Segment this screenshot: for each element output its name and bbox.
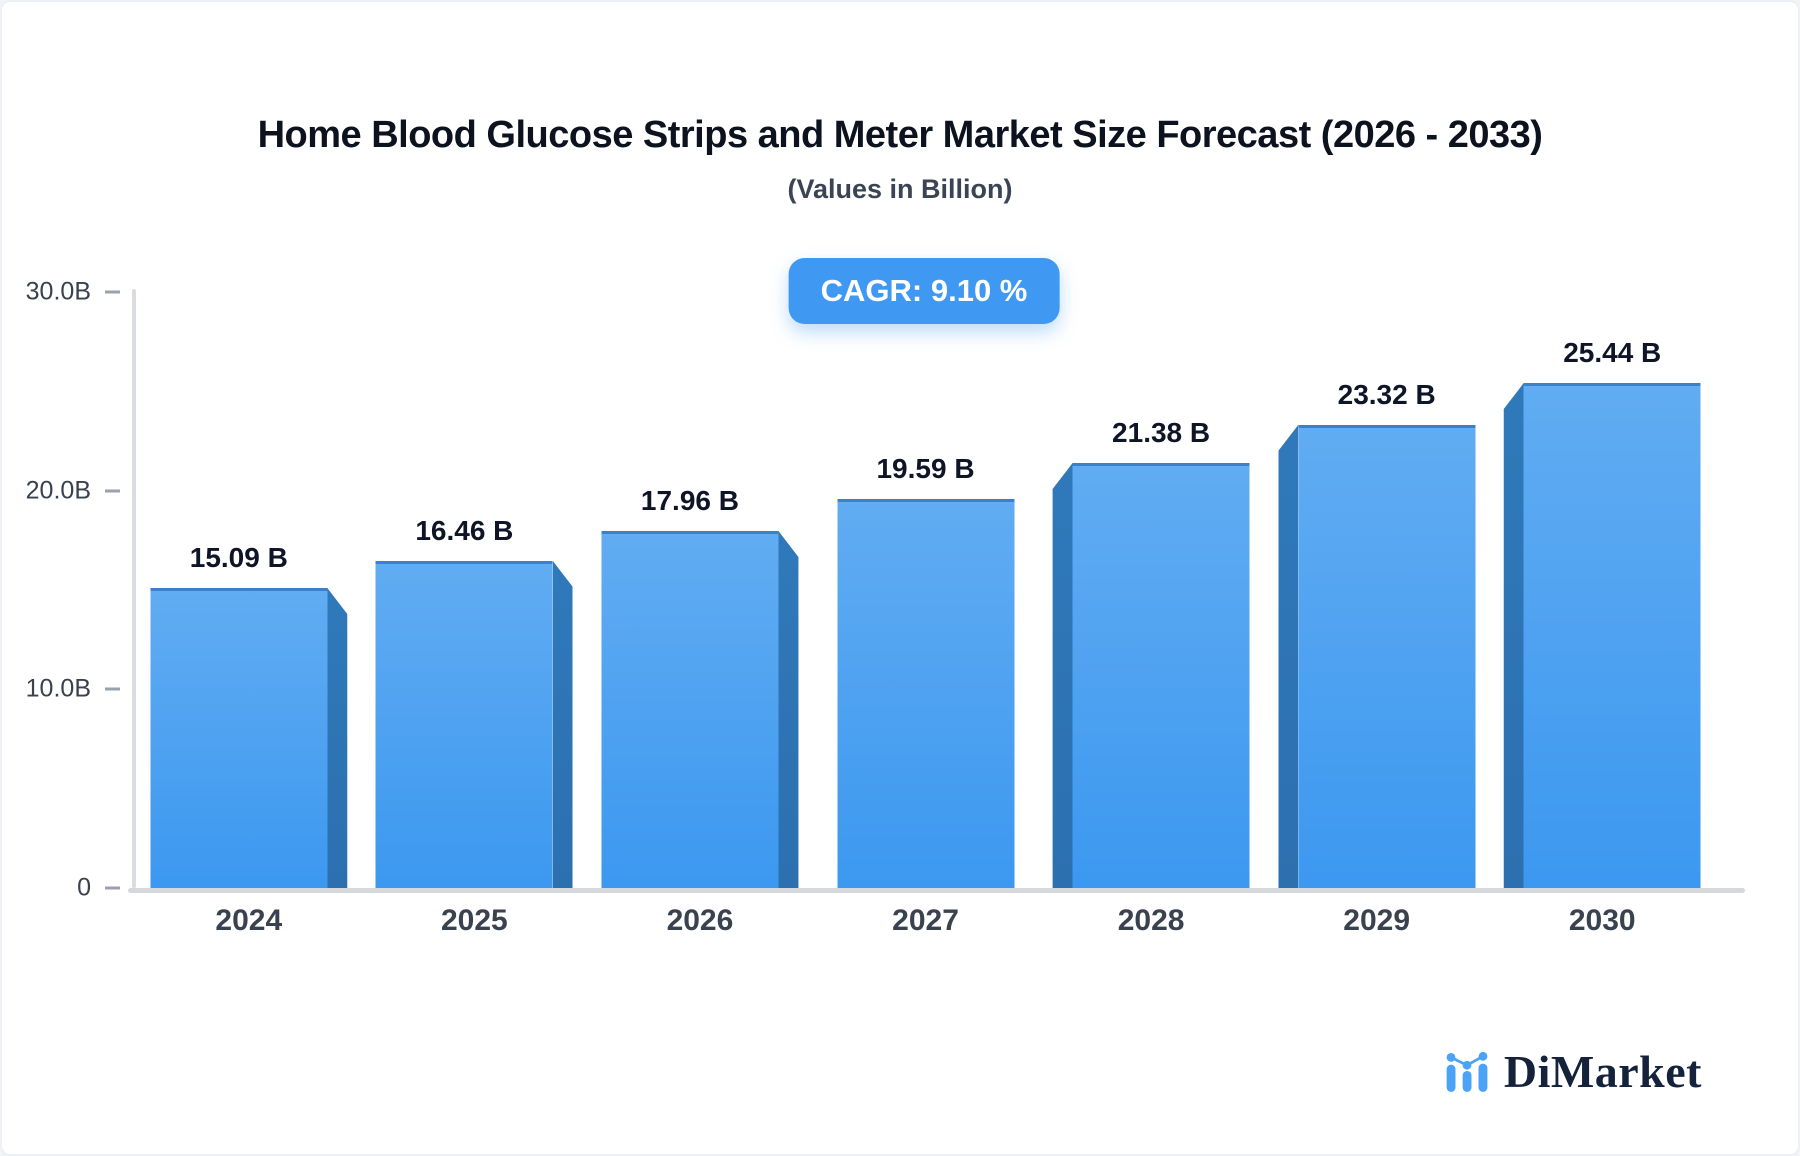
bar-front-face [1072,463,1250,888]
dimarket-logo-text: DiMarket [1503,1046,1702,1097]
bar-value-label: 25.44 B [1563,337,1662,368]
x-axis-year-label: 2026 [666,904,734,937]
x-axis-year-label: 2024 [215,904,283,937]
bar-front-face [150,588,328,888]
bar-2026[interactable] [601,531,799,888]
bar-front-face [1523,383,1701,888]
bar-front-face [375,561,553,888]
x-axis-baseline [128,888,1745,893]
bar-front-face [1298,425,1476,888]
bar-side-face [552,561,573,888]
bar-slot-2028: 21.38 B 2028 [1038,292,1264,937]
bar-slot-2024: 15.09 B 2024 [136,292,362,937]
bar-2028[interactable] [1052,463,1250,888]
bar-slot-2027: 19.59 B 2027 [813,292,1039,937]
bar-2025[interactable] [375,561,573,888]
x-axis-year-label: 2028 [1117,904,1185,937]
x-axis-year-label: 2025 [440,904,508,937]
bar-slot-2025: 16.46 B 2025 [362,292,588,937]
bar-2027[interactable] [837,499,1015,888]
chart-subtitle: (Values in Billion) [787,174,1013,204]
bar-value-label: 19.59 B [876,453,975,484]
bar-chart-logo-icon [1446,1051,1488,1092]
bar-value-label: 15.09 B [189,542,288,573]
x-axis-year-label: 2027 [892,904,959,937]
bar-side-face [1503,383,1524,888]
bar-2024[interactable] [150,588,348,888]
bar-value-label: 16.46 B [415,515,514,546]
y-tick-label: 0 [77,873,91,902]
bar-2029[interactable] [1278,425,1476,888]
bar-side-face [778,531,799,888]
y-tick-mark [105,886,120,890]
y-tick-label: 10.0B [25,674,91,703]
y-tick-mark [105,489,120,493]
y-tick-label: 20.0B [25,476,91,505]
bar-side-face [1278,425,1299,888]
bar-slot-2029: 23.32 B 2029 [1264,292,1490,937]
bar-slot-2026: 17.96 B 2026 [587,292,813,937]
y-axis-line [132,289,136,888]
bar-front-face [601,531,779,888]
bars-area: 15.09 B 2024 16.46 B 2025 17.96 B 2026 19.59 B… [136,292,1715,937]
bar-side-face [327,588,348,888]
bar-chart-plot-area: 0 10.0B 20.0B 30.0B 15.09 B 2024 16.46 B 2025 1… [26,278,1745,937]
x-axis-year-label: 2030 [1568,904,1636,937]
bar-2030[interactable] [1503,383,1701,888]
bar-value-label: 23.32 B [1337,379,1436,410]
bar-value-label: 21.38 B [1112,417,1211,448]
x-axis-year-label: 2029 [1343,904,1411,937]
bar-value-label: 17.96 B [640,485,739,516]
chart-title: Home Blood Glucose Strips and Meter Mark… [257,114,1543,156]
y-tick-mark [105,290,120,294]
bar-slot-2030: 25.44 B 2030 [1489,292,1715,937]
dimarket-logo: DiMarket [1444,1045,1702,1098]
y-tick-label: 30.0B [25,277,91,306]
y-tick-mark [105,687,120,691]
bar-side-face [1052,463,1073,888]
cagr-badge: CAGR: 9.10 % [788,258,1060,324]
bar-front-face [837,499,1015,888]
